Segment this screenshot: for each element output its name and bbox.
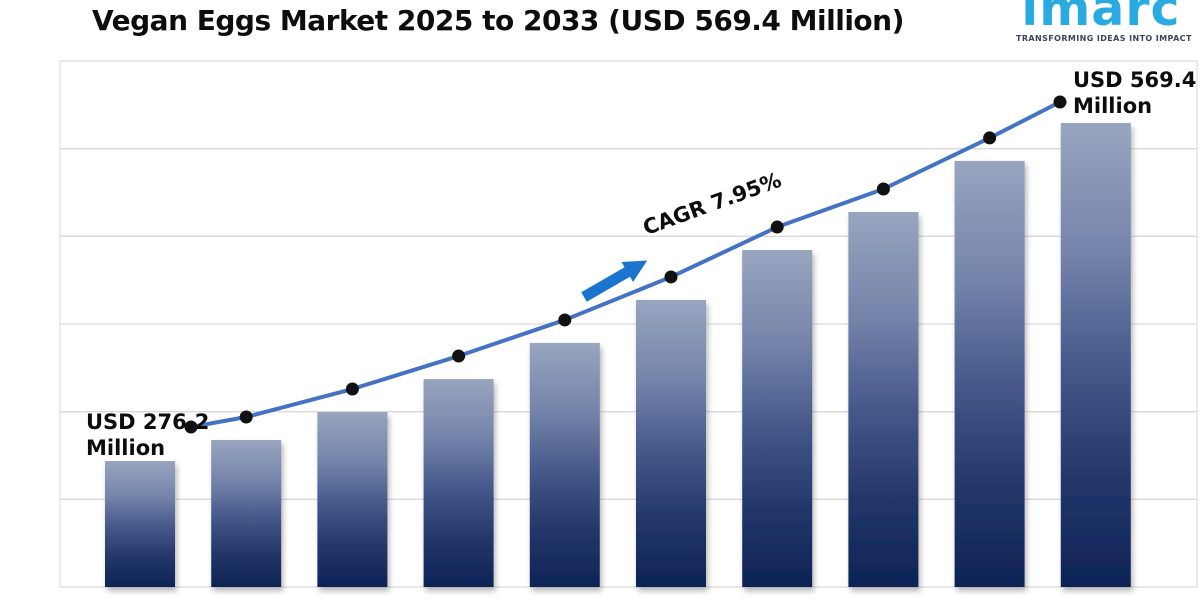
cagr-arrow-icon [581,260,648,302]
bar-year-10 [1060,123,1131,587]
imarc-wordmark-text: imarc [1021,0,1181,37]
bar-year-2 [211,440,282,587]
bar-year-7 [742,250,813,587]
start-value-label: USD 276.2 Million [86,409,209,461]
bar-year-8 [848,211,919,587]
data-point-marker-5 [558,313,572,327]
start-value-line2: Million [86,436,166,460]
data-point-marker-7 [770,220,784,234]
end-value-line2: Million [1073,94,1153,118]
data-point-marker-3 [345,382,359,396]
bar-year-9 [954,160,1025,588]
imarc-logo: imarc TRANSFORMING IDEAS INTO IMPACT [1016,0,1192,43]
start-value-line1: USD 276.2 [86,410,210,434]
end-value-label: USD 569.4 Million [1073,67,1196,119]
bar-year-1 [105,461,175,587]
cagr-arrow-group [581,260,648,302]
bar-year-4 [423,379,494,587]
imarc-tagline-text: TRANSFORMING IDEAS INTO IMPACT [1016,34,1192,43]
chart-title: Vegan Eggs Market 2025 to 2033 (USD 569.… [92,4,904,37]
data-point-marker-4 [452,349,466,363]
end-value-line1: USD 569.4 [1073,68,1197,92]
trend-line [189,100,1062,429]
data-point-marker-6 [664,270,678,284]
bar-year-3 [317,412,388,587]
bar-year-6 [636,299,706,587]
data-point-marker-9 [983,131,997,145]
data-point-marker-10 [1053,95,1067,109]
data-point-marker-2 [239,410,253,424]
bar-year-5 [529,342,600,587]
data-point-marker-1 [184,420,198,434]
data-point-marker-8 [876,182,890,196]
